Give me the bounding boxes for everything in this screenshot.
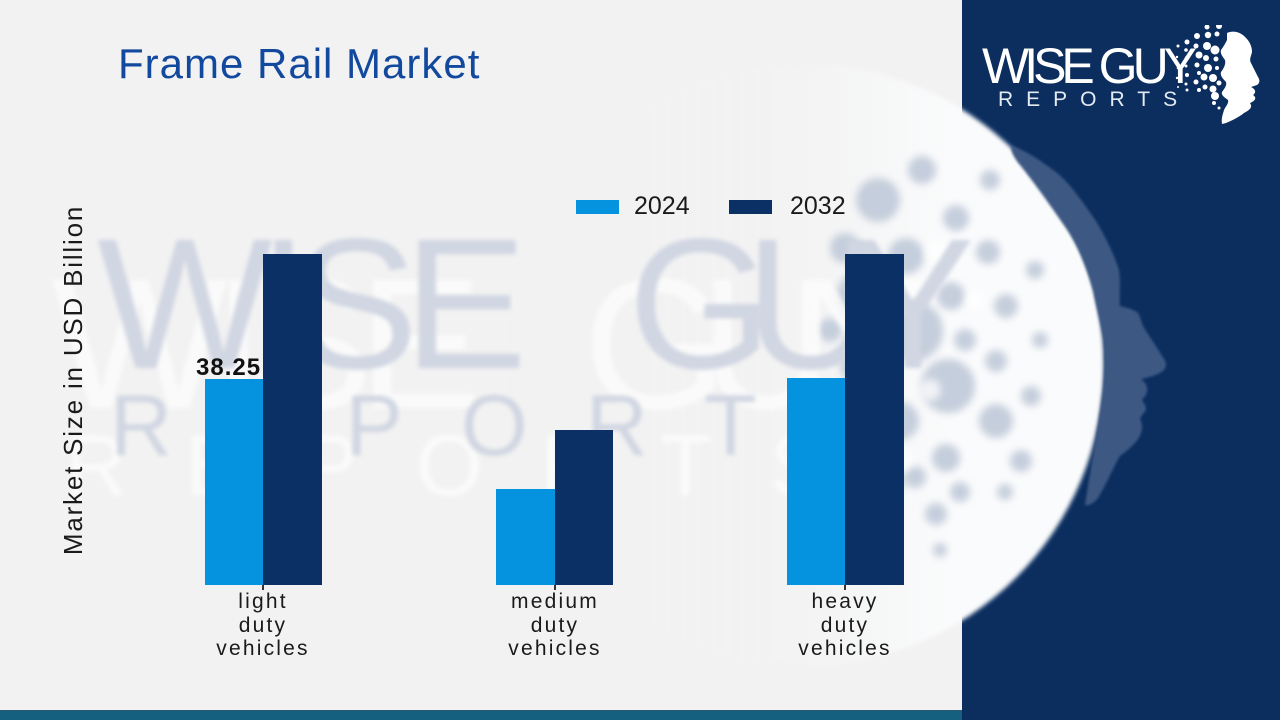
svg-text:GUY: GUY (628, 201, 971, 408)
svg-text:WISE GUY: WISE GUY (982, 38, 1197, 94)
svg-text:REPORTS: REPORTS (998, 88, 1190, 111)
svg-text:REPORTS: REPORTS (65, 418, 885, 514)
